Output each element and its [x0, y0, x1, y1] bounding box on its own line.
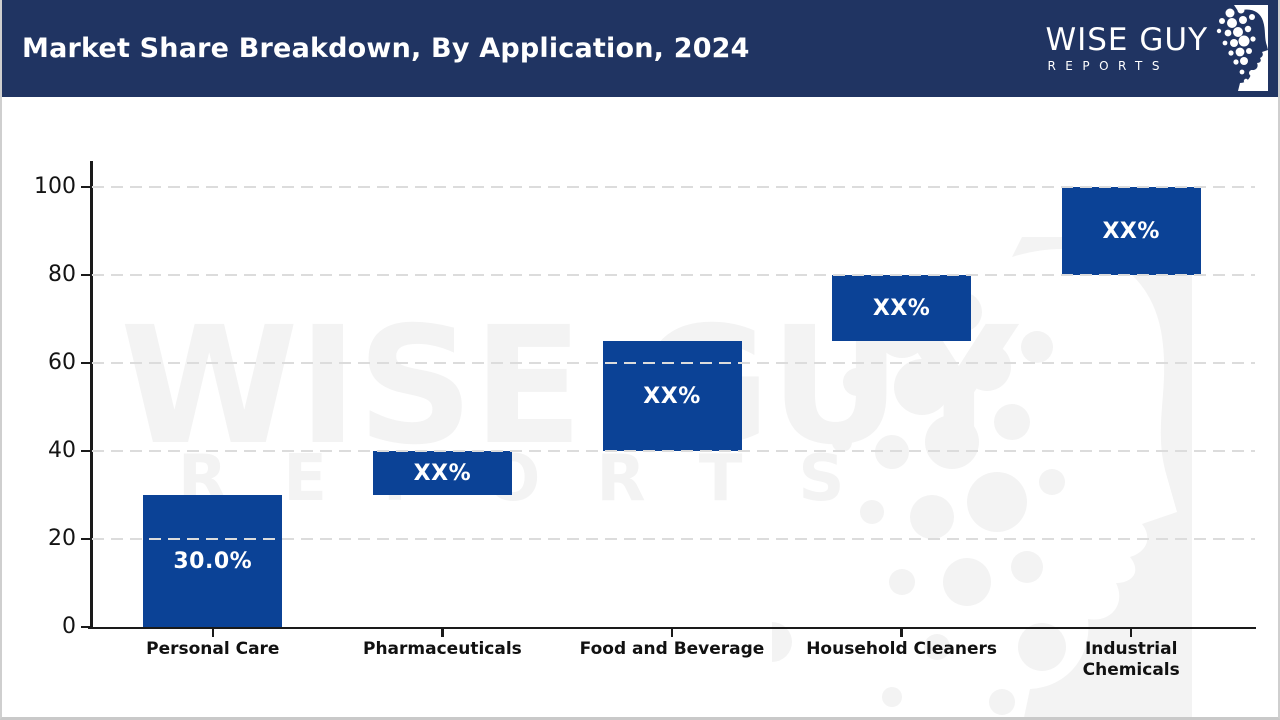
- x-category-label: Industrial Chemicals: [1082, 639, 1180, 680]
- bar-value-label: XX%: [872, 295, 931, 321]
- gridline-40: [92, 450, 1255, 452]
- bar-value-label: XX%: [413, 460, 472, 486]
- brand-subtitle: REPORTS: [1047, 59, 1169, 73]
- gridline-100: [92, 186, 1255, 188]
- x-tick-1: [441, 629, 444, 637]
- bar-industrial-chemicals: XX%: [1061, 187, 1201, 275]
- watermark-face-graphic: [772, 237, 1192, 717]
- y-tick-40: [81, 449, 90, 452]
- y-tick-label-20: 20: [48, 526, 76, 551]
- brand-face-icon: [1216, 4, 1268, 91]
- bar-value-label: XX%: [643, 383, 701, 409]
- y-tick-20: [81, 537, 90, 540]
- y-tick-label-40: 40: [48, 438, 76, 463]
- bar-value-label: XX%: [1102, 218, 1160, 244]
- x-category-label: Personal Care: [146, 639, 280, 659]
- x-tick-4: [1129, 629, 1133, 637]
- gridline-20: [92, 538, 1255, 540]
- brand-logo: WISE GUY REPORTS: [1045, 4, 1268, 91]
- x-axis: [88, 626, 1256, 629]
- x-tick-0: [211, 629, 215, 637]
- header: Market Share Breakdown, By Application, …: [2, 0, 1278, 97]
- x-category-label: Food and Beverage: [579, 639, 765, 659]
- brand-name: WISE GUY: [1045, 22, 1208, 58]
- y-tick-100: [81, 185, 90, 188]
- bar-pharmaceuticals: XX%: [372, 451, 512, 495]
- y-tick-0: [81, 625, 90, 628]
- y-tick-label-80: 80: [48, 262, 76, 287]
- x-category-label: Pharmaceuticals: [363, 639, 522, 659]
- bar-food-and-beverage: XX%: [602, 341, 742, 451]
- bar-household-cleaners: XX%: [832, 275, 972, 341]
- x-tick-2: [670, 629, 674, 637]
- gridline-80: [92, 274, 1255, 276]
- y-tick-label-0: 0: [62, 614, 76, 639]
- brand-logo-text: WISE GUY REPORTS: [1045, 24, 1208, 73]
- x-category-label: Household Cleaners: [806, 639, 997, 659]
- bar-personal-care: 30.0%: [143, 495, 283, 627]
- y-axis: [90, 161, 93, 629]
- x-tick-3: [900, 629, 903, 637]
- y-tick-label-60: 60: [48, 350, 76, 375]
- y-tick-80: [81, 273, 90, 276]
- y-tick-60: [81, 361, 90, 364]
- bar-value-label: 30.0%: [173, 548, 253, 574]
- gridline-60: [92, 362, 1255, 364]
- y-tick-label-100: 100: [34, 174, 76, 199]
- chart: WISE GUY REPORTS 0 20 40 60 80 100 30.0% Person: [2, 97, 1278, 717]
- page-title: Market Share Breakdown, By Application, …: [22, 33, 750, 64]
